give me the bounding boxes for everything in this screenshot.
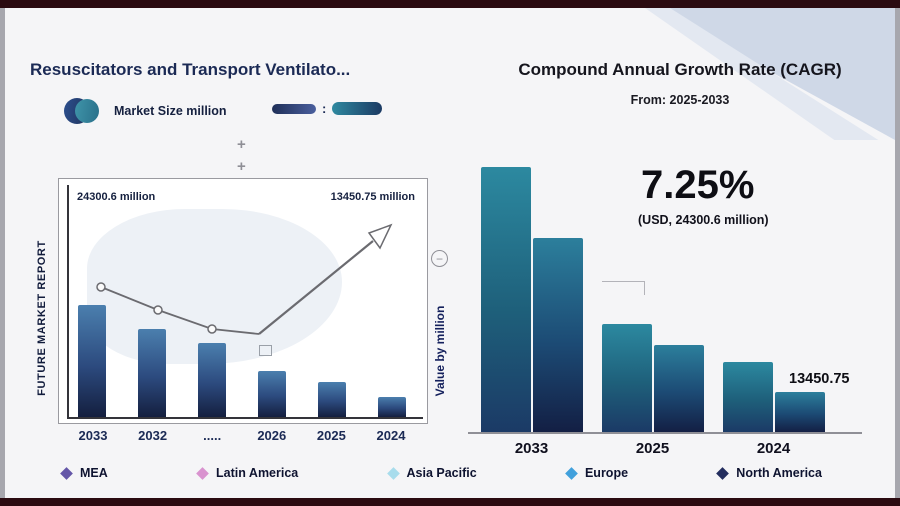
market-size-bar [318,382,346,417]
bar-slot [197,343,227,417]
frame-right [895,8,900,498]
x-axis-tick-label: 2033 [514,440,549,457]
market-size-bar [198,343,226,417]
bracket-decoration [602,281,645,295]
market-size-bar [78,305,106,417]
cagr-bar [480,167,531,432]
end-value-annotation: 13450.75 [789,371,850,387]
x-axis-tick-label: 2032 [138,428,168,443]
minus-circle-icon: − [431,250,448,267]
legend-pills: : [272,101,383,116]
bar-group [601,324,704,432]
legend-pill-navy [272,103,316,114]
x-axis-tick-label: 2033 [78,428,108,443]
latin-america-marker [196,466,209,480]
legend-label: Latin America [216,466,299,480]
market-size-coin-icon [64,97,102,125]
cagr-bar [774,392,825,432]
plus-icon: + [237,136,246,153]
frame-top [0,0,900,8]
market-size-bar [138,329,166,417]
bar-series [77,277,407,417]
side-watermark: FUTURE MARKET REPORT [36,240,48,396]
legend-item: Europe [565,466,629,480]
legend-label: North America [736,466,822,480]
x-axis-tick-label: 2025 [316,428,346,443]
bar-slot [317,382,347,417]
bar-slot [137,329,167,417]
region-legend: MEA Latin America Asia Pacific Europe North … [60,466,822,480]
market-size-legend: Market Size million [64,96,227,126]
frame-bottom [0,498,900,506]
x-axis [67,417,423,419]
end-value-annotation: 13450.75 million [330,191,415,203]
box-icon [259,345,272,356]
x-axis-tick-label: 2024 [756,440,791,457]
baseline-axis [468,432,862,434]
x-axis-tick-label: 2025 [635,440,670,457]
mea-marker [60,466,73,480]
trend-line-with-arrow [96,223,393,335]
y-axis [67,185,69,419]
cagr-bar-groups [480,167,826,432]
bar-group [480,167,583,432]
x-axis-labels: 2033 2032..... 2026 2025 2024 [76,428,408,443]
legend-label: Europe [584,466,629,480]
north-america-marker [716,466,730,480]
legend-item: Asia Pacific [386,466,477,480]
cagr-bar [653,345,704,432]
plus-icon: + [237,158,246,175]
cagr-bar [532,238,583,432]
cagr-basis: (USD, 24300.6 million) [638,213,769,227]
cagr-value: 7.25% [641,163,755,207]
frame-left [0,8,5,498]
legend-item: North America [716,466,822,480]
page-title: Resuscitators and Transport Ventilato... [30,60,351,79]
legend-item: Latin America [196,466,299,480]
y-axis-label: Value by million [433,305,447,397]
start-value-annotation: 24300.6 million [77,191,156,203]
bar-slot [77,305,107,417]
market-size-bar [258,371,286,417]
bar-group [722,362,825,432]
legend-label: Asia Pacific [406,466,477,480]
cagr-bar [722,362,773,432]
cagr-subtitle: From: 2025-2033 [630,93,730,107]
chart-background-blob [87,209,342,364]
x-axis-labels: 2033 2025 2024 [480,440,826,457]
x-axis-tick-label: 2024 [376,428,406,443]
legend-item: MEA [60,466,108,480]
legend-pill-teal [332,102,383,115]
bar-slot [257,371,287,417]
market-size-bar [378,397,406,417]
cagr-title: Compound Annual Growth Rate (CAGR) [518,60,842,79]
bar-slot [377,397,407,417]
asia-pacific-marker [386,466,400,480]
x-axis-tick-label: ..... [203,428,222,443]
legend-colon: : [322,101,327,116]
europe-marker [565,466,578,480]
market-size-label: Market Size million [114,104,227,118]
x-axis-tick-label: 2026 [257,428,287,443]
legend-label: MEA [80,466,108,480]
market-size-chart: 24300.6 million 13450.75 million [58,178,428,424]
cagr-bar [601,324,652,432]
